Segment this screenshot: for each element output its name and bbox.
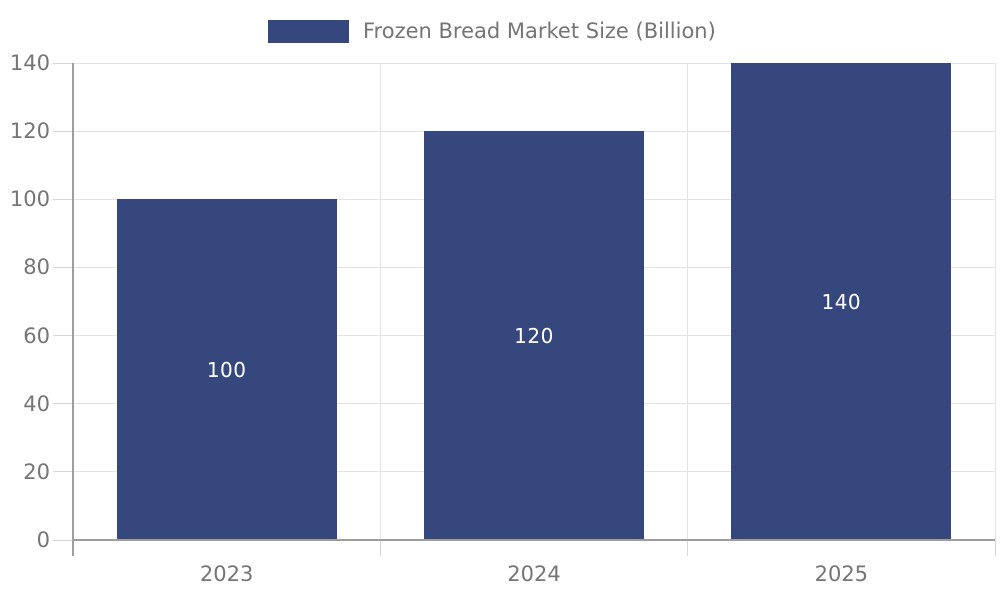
x-axis-tick-label: 2024: [507, 562, 561, 586]
y-tick-mark: [53, 335, 73, 337]
x-axis-line: [72, 539, 995, 541]
bar-value-label: 140: [821, 289, 862, 314]
bar-value-label: 100: [206, 357, 247, 382]
legend-label: Frozen Bread Market Size (Billion): [363, 19, 716, 43]
y-axis-tick-label: 60: [23, 323, 50, 348]
y-axis-tick-label: 120: [9, 119, 50, 144]
y-tick-mark: [53, 539, 73, 541]
x-tick-mark: [687, 540, 689, 556]
y-tick-mark: [53, 62, 73, 64]
x-tick-mark: [994, 540, 996, 556]
y-axis-tick-label: 0: [36, 528, 50, 552]
x-axis-tick-label: 2023: [199, 562, 254, 586]
y-axis-tick-label: 20: [23, 459, 50, 484]
y-tick-mark: [53, 266, 73, 268]
x-gridline: [379, 63, 381, 540]
y-axis-tick-label: 80: [23, 255, 50, 280]
bar-2025: [731, 63, 952, 540]
x-gridline: [994, 63, 996, 540]
y-axis-tick-label: 140: [9, 51, 50, 75]
y-axis-tick-label: 40: [23, 391, 50, 416]
bar-2023: [116, 199, 337, 540]
y-tick-mark: [53, 403, 73, 405]
bar-2024: [424, 131, 644, 540]
bar-value-label: 120: [514, 323, 554, 348]
y-gridline: [73, 62, 995, 64]
y-axis-tick-label: 100: [9, 187, 50, 212]
x-axis-tick-label: 2025: [814, 562, 869, 586]
legend: Frozen Bread Market Size (Billion): [268, 18, 716, 44]
legend-swatch: [268, 19, 349, 43]
y-tick-mark: [53, 198, 73, 200]
y-tick-mark: [53, 471, 73, 473]
x-gridline: [687, 63, 689, 540]
y-tick-mark: [53, 130, 73, 132]
y-axis-line: [72, 63, 74, 556]
x-tick-mark: [379, 540, 381, 556]
